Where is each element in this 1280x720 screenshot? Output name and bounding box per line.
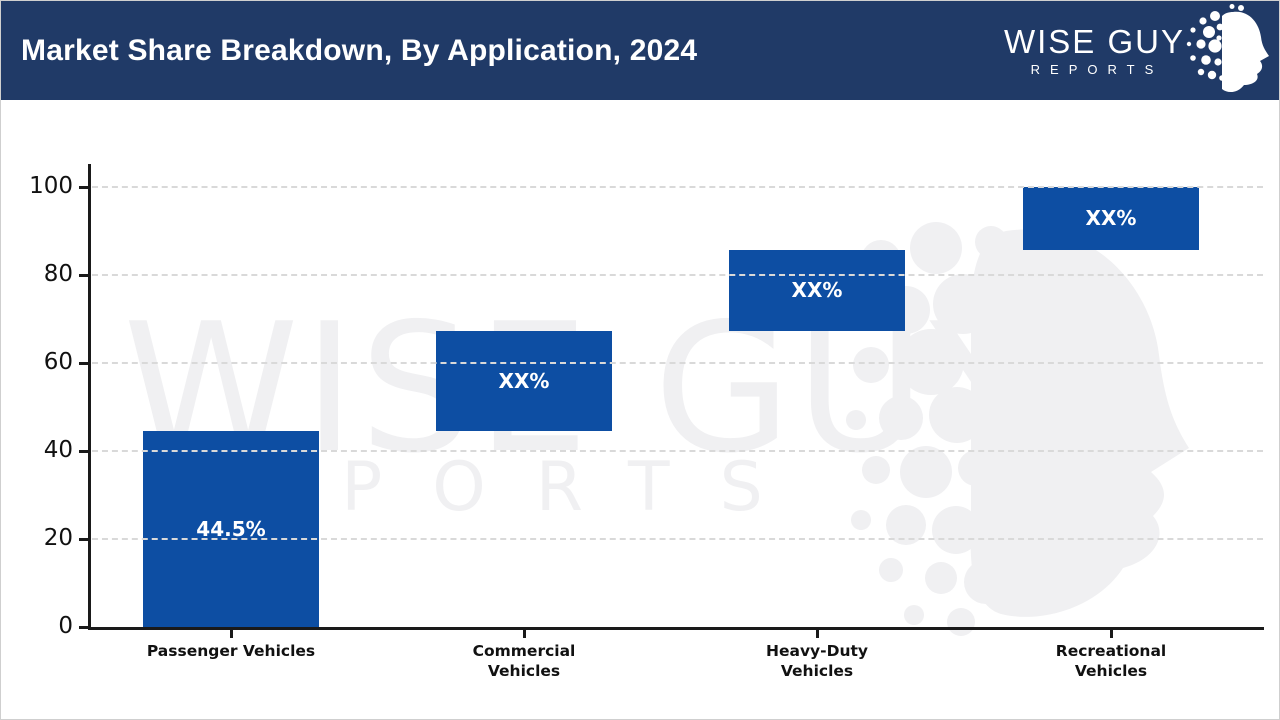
y-tick <box>79 538 89 541</box>
chart-title: Market Share Breakdown, By Application, … <box>21 33 698 67</box>
bar-label: XX% <box>498 369 550 394</box>
y-tick <box>79 450 89 453</box>
x-tick <box>230 630 233 638</box>
x-axis-line <box>88 627 1264 630</box>
bar-chart: WISE GUY REPORTS 0 20 40 60 80 100 44.5% Passen… <box>1 100 1279 719</box>
x-tick-label-line: Heavy-Duty <box>766 642 868 660</box>
y-tick-label: 80 <box>43 261 73 287</box>
x-tick-label-line: Recreational <box>1055 642 1167 660</box>
y-tick-label: 40 <box>43 437 73 463</box>
gridline <box>92 362 1263 364</box>
gridline <box>92 274 1263 276</box>
x-tick-label-line: Vehicles <box>780 662 854 680</box>
y-tick-label: 0 <box>58 613 73 639</box>
gridline <box>92 538 1263 540</box>
gridline <box>92 186 1263 188</box>
x-tick <box>1110 630 1113 638</box>
y-tick <box>79 186 89 189</box>
x-tick-label-line: Passenger Vehicles <box>146 642 316 660</box>
bar-label: XX% <box>791 278 843 303</box>
logo-text: WISE GUY REPORTS <box>1004 25 1185 77</box>
x-tick-label: Heavy-Duty Vehicles <box>702 641 932 681</box>
x-tick <box>816 630 819 638</box>
x-tick-label-line: Commercial <box>472 642 576 660</box>
y-tick <box>79 362 89 365</box>
x-tick-label: Commercial Vehicles <box>409 641 639 681</box>
x-tick-label-line: Vehicles <box>487 662 561 680</box>
plot-layer: 0 20 40 60 80 100 44.5% Passenger Vehicles XX% Co… <box>1 100 1279 719</box>
header: Market Share Breakdown, By Application, … <box>1 1 1279 100</box>
y-tick-label: 20 <box>43 525 73 551</box>
x-tick-label: Passenger Vehicles <box>116 641 346 661</box>
y-tick-label: 100 <box>29 173 73 199</box>
x-tick <box>523 630 526 638</box>
bar-passenger-vehicles <box>143 431 319 627</box>
logo-wordmark: WISE GUY <box>1003 22 1185 60</box>
y-tick <box>79 274 89 277</box>
bar-label: 44.5% <box>196 517 266 542</box>
logo-face-icon <box>1186 3 1269 92</box>
bar-label: XX% <box>1085 206 1137 231</box>
bar-commercial-vehicles <box>436 330 612 432</box>
y-axis-line <box>88 164 91 630</box>
y-tick-label: 60 <box>43 349 73 375</box>
gridline <box>92 450 1263 452</box>
x-tick-label: Recreational Vehicles <box>996 641 1226 681</box>
wiseguy-logo: WISE GUY REPORTS <box>1004 3 1271 98</box>
x-tick-label-line: Vehicles <box>1074 662 1148 680</box>
logo-subtitle: REPORTS <box>1030 61 1164 77</box>
y-tick <box>79 626 89 629</box>
